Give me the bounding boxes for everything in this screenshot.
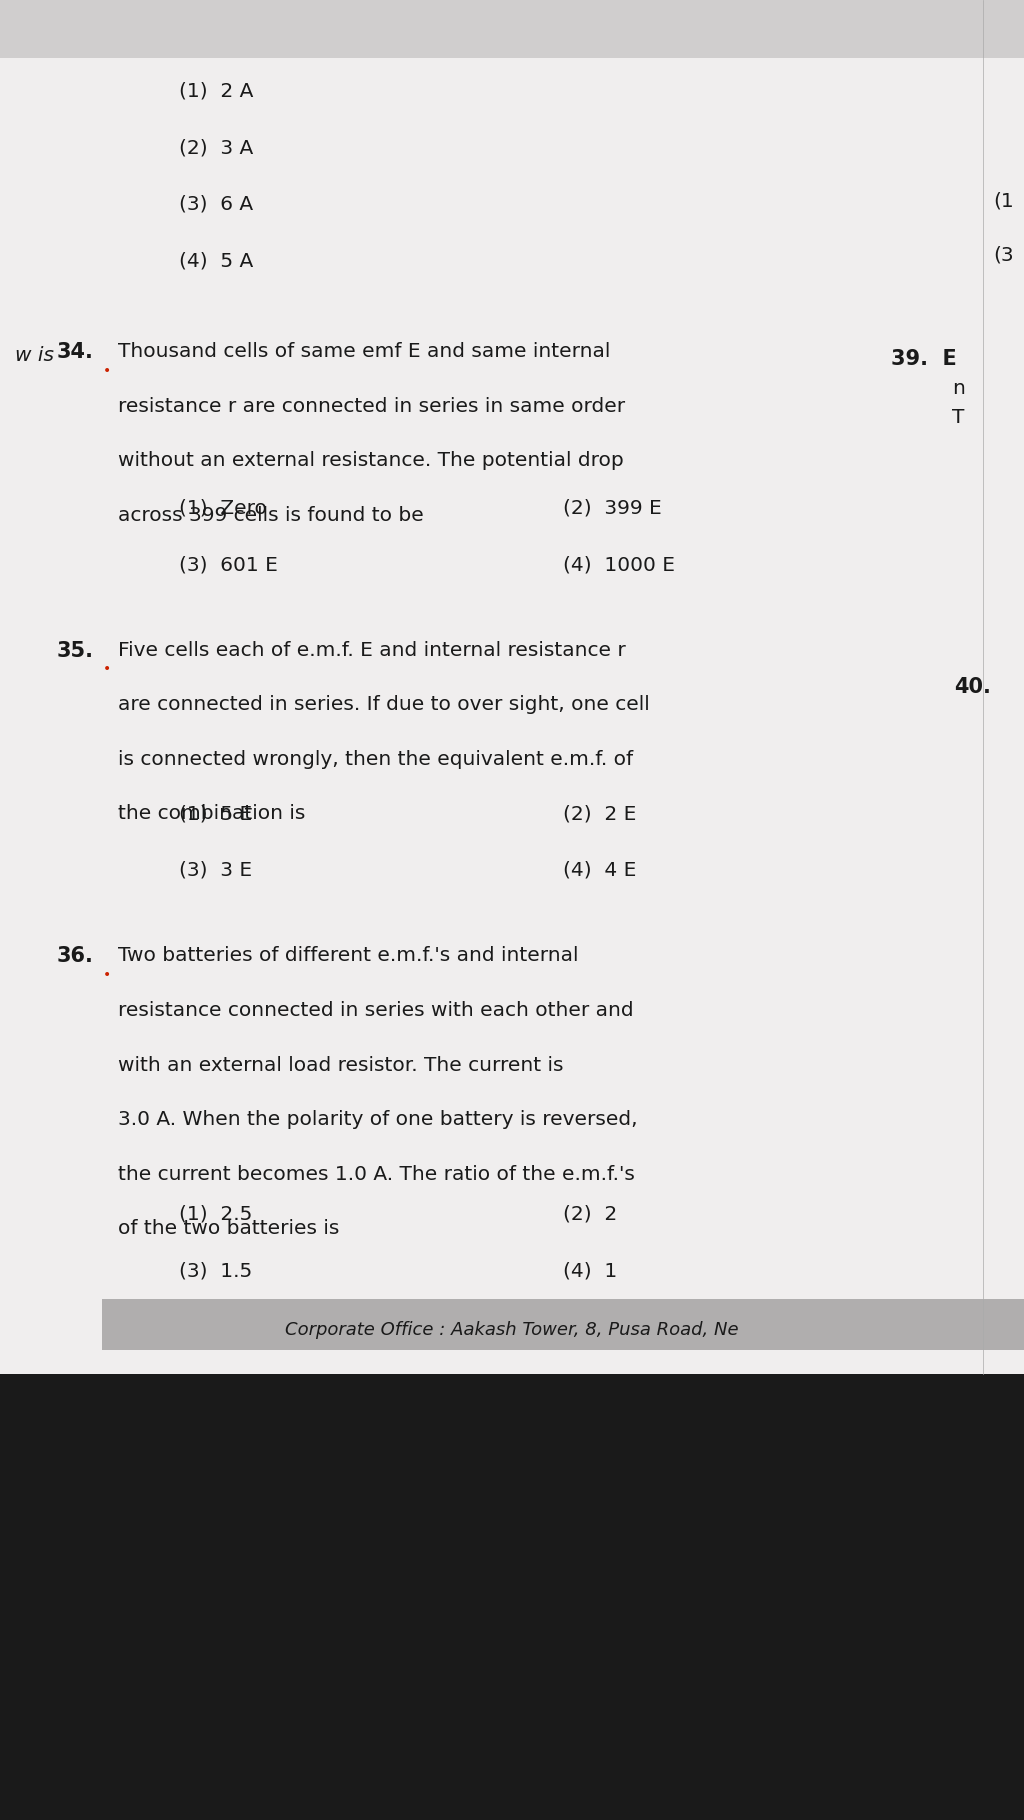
Text: •: • bbox=[102, 968, 111, 983]
Text: (1)  5 E: (1) 5 E bbox=[179, 804, 253, 823]
Text: (4)  1: (4) 1 bbox=[563, 1261, 617, 1279]
Text: (4)  5 A: (4) 5 A bbox=[179, 251, 254, 269]
Text: (1)  Zero: (1) Zero bbox=[179, 499, 267, 517]
Text: without an external resistance. The potential drop: without an external resistance. The pote… bbox=[118, 451, 624, 470]
Text: 39.  E: 39. E bbox=[891, 349, 956, 369]
FancyBboxPatch shape bbox=[0, 0, 1024, 58]
Text: (4)  4 E: (4) 4 E bbox=[563, 861, 637, 879]
FancyBboxPatch shape bbox=[0, 0, 1024, 1374]
Text: the current becomes 1.0 A. The ratio of the e.m.f.'s: the current becomes 1.0 A. The ratio of … bbox=[118, 1165, 635, 1183]
Text: 34.: 34. bbox=[56, 342, 93, 362]
Text: •: • bbox=[102, 662, 111, 677]
Text: across 399 cells is found to be: across 399 cells is found to be bbox=[118, 506, 424, 524]
Text: (3)  1.5: (3) 1.5 bbox=[179, 1261, 253, 1279]
Text: •: • bbox=[102, 364, 111, 379]
Text: 40.: 40. bbox=[954, 677, 991, 697]
Text: (1)  2 A: (1) 2 A bbox=[179, 82, 254, 100]
Text: (2)  2: (2) 2 bbox=[563, 1205, 617, 1223]
Text: (4)  1000 E: (4) 1000 E bbox=[563, 555, 675, 573]
Text: 35.: 35. bbox=[56, 641, 93, 661]
Text: 36.: 36. bbox=[56, 946, 93, 966]
Text: the combination is: the combination is bbox=[118, 804, 305, 823]
Text: (3)  6 A: (3) 6 A bbox=[179, 195, 253, 213]
Text: (3)  601 E: (3) 601 E bbox=[179, 555, 279, 573]
Text: of the two batteries is: of the two batteries is bbox=[118, 1219, 339, 1238]
Text: Five cells each of e.m.f. E and internal resistance r: Five cells each of e.m.f. E and internal… bbox=[118, 641, 626, 659]
Text: Two batteries of different e.m.f.'s and internal: Two batteries of different e.m.f.'s and … bbox=[118, 946, 579, 965]
Text: (2)  3 A: (2) 3 A bbox=[179, 138, 254, 157]
Text: Corporate Office : Aakash Tower, 8, Pusa Road, Ne: Corporate Office : Aakash Tower, 8, Pusa… bbox=[286, 1321, 738, 1340]
Text: are connected in series. If due to over sight, one cell: are connected in series. If due to over … bbox=[118, 695, 649, 713]
FancyBboxPatch shape bbox=[102, 1299, 1024, 1350]
Text: (2)  399 E: (2) 399 E bbox=[563, 499, 662, 517]
Text: resistance r are connected in series in same order: resistance r are connected in series in … bbox=[118, 397, 625, 415]
Text: (3: (3 bbox=[993, 246, 1014, 264]
Text: 3.0 A. When the polarity of one battery is reversed,: 3.0 A. When the polarity of one battery … bbox=[118, 1110, 637, 1128]
Text: (1)  2.5: (1) 2.5 bbox=[179, 1205, 253, 1223]
Text: (2)  2 E: (2) 2 E bbox=[563, 804, 637, 823]
Text: (3)  3 E: (3) 3 E bbox=[179, 861, 252, 879]
Text: is connected wrongly, then the equivalent e.m.f. of: is connected wrongly, then the equivalen… bbox=[118, 750, 633, 768]
Text: (1: (1 bbox=[993, 191, 1014, 209]
Text: T: T bbox=[952, 408, 965, 426]
Text: with an external load resistor. The current is: with an external load resistor. The curr… bbox=[118, 1056, 563, 1074]
Text: resistance connected in series with each other and: resistance connected in series with each… bbox=[118, 1001, 634, 1019]
Text: w is: w is bbox=[15, 346, 54, 364]
Text: Thousand cells of same emf E and same internal: Thousand cells of same emf E and same in… bbox=[118, 342, 610, 360]
Text: n: n bbox=[952, 379, 966, 397]
